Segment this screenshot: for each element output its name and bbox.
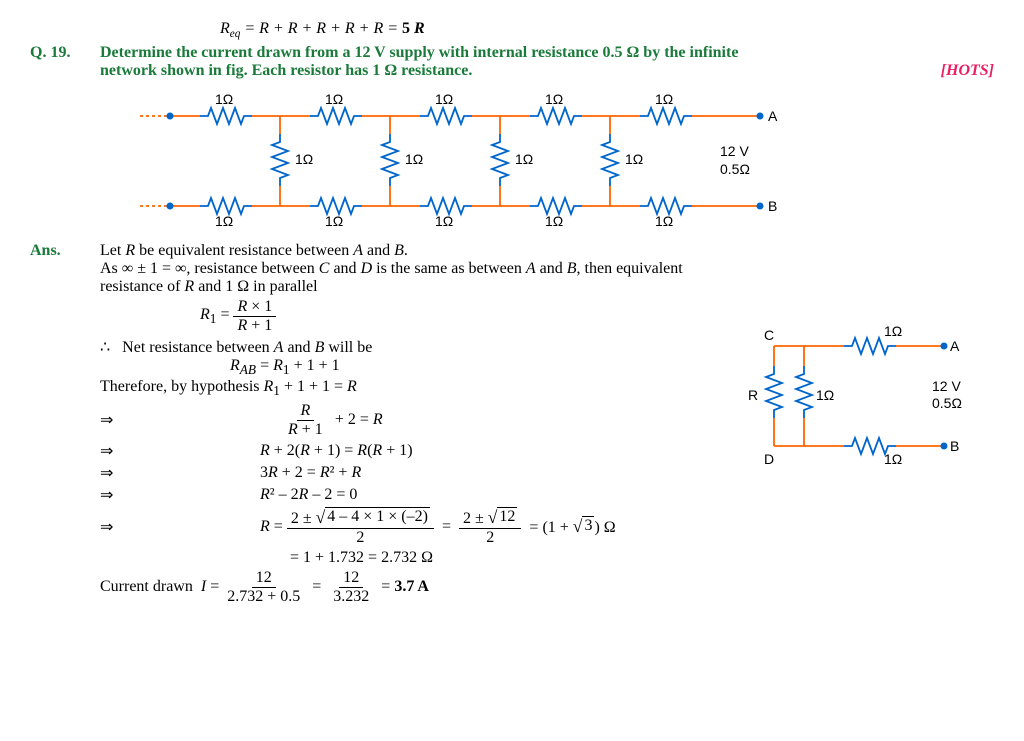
svg-text:R: R (748, 387, 758, 403)
svg-text:1Ω: 1Ω (435, 213, 453, 229)
ans-l1: Let R be equivalent resistance between A… (100, 242, 994, 260)
question-label: Q. 19. (30, 44, 100, 62)
ans-l2: As ∞ ± 1 = ∞, resistance between C and D… (100, 260, 994, 278)
net-text: ∴ Net resistance between A and B will be (100, 337, 734, 357)
svg-text:1Ω: 1Ω (435, 91, 453, 107)
circuit-2: C D A B 1Ω 1Ω R 1Ω 12 V 0.5Ω (734, 296, 994, 486)
svg-text:1Ω: 1Ω (816, 387, 834, 403)
answer-body: Let R be equivalent resistance between A… (100, 242, 994, 607)
hypothesis: Therefore, by hypothesis R1 + 1 + 1 = R (100, 378, 734, 399)
step5: ⇒ R = 2 ± √4 – 4 × 1 × (–2) 2 = 2 ± √12 … (100, 507, 734, 547)
svg-text:B: B (950, 438, 959, 454)
answer-row: Ans. Let R be equivalent resistance betw… (30, 242, 994, 607)
svg-text:0.5Ω: 0.5Ω (720, 161, 750, 177)
svg-text:1Ω: 1Ω (515, 151, 533, 167)
svg-text:1Ω: 1Ω (625, 151, 643, 167)
svg-text:B: B (768, 198, 777, 214)
svg-text:1Ω: 1Ω (884, 451, 902, 467)
answer-label: Ans. (30, 242, 100, 260)
svg-text:D: D (764, 451, 774, 467)
svg-text:1Ω: 1Ω (215, 213, 233, 229)
step2: ⇒ R + 2(R + 1) = R(R + 1) (100, 441, 734, 461)
question-line2: network shown in fig. Each resistor has … (100, 62, 472, 79)
svg-text:1Ω: 1Ω (884, 323, 902, 339)
svg-text:1Ω: 1Ω (545, 91, 563, 107)
question-row: Q. 19. Determine the current drawn from … (30, 44, 994, 80)
step3: ⇒ 3R + 2 = R² + R (100, 463, 734, 483)
svg-text:0.5Ω: 0.5Ω (932, 395, 962, 411)
svg-text:12 V: 12 V (720, 143, 749, 159)
current: Current drawn I = 122.732 + 0.5 = 123.23… (100, 569, 734, 606)
question-text: Determine the current drawn from a 12 V … (100, 44, 994, 80)
step6: = 1 + 1.732 = 2.732 Ω (100, 549, 734, 567)
svg-text:A: A (950, 338, 960, 354)
svg-text:C: C (764, 327, 774, 343)
svg-text:A: A (768, 108, 778, 124)
eq-r1: R1 = R × 1R + 1 (200, 298, 734, 335)
svg-text:1Ω: 1Ω (655, 91, 673, 107)
circuit-1: 1Ω 1Ω 1Ω 1Ω 1Ω 1Ω 1Ω 1Ω 1Ω 1Ω 1Ω 1Ω 1Ω 1Ω A B 12 V 0.… (120, 86, 994, 236)
eq-rab: RAB = R1 + 1 + 1 (230, 357, 734, 378)
svg-text:12 V: 12 V (932, 378, 961, 394)
svg-text:1Ω: 1Ω (215, 91, 233, 107)
question-line1: Determine the current drawn from a 12 V … (100, 44, 738, 61)
ans-l3: resistance of R and 1 Ω in parallel (100, 278, 994, 296)
eq-intro: Req = R + R + R + R + R = 5 R (220, 20, 994, 40)
svg-text:1Ω: 1Ω (545, 213, 563, 229)
svg-text:1Ω: 1Ω (405, 151, 423, 167)
svg-text:1Ω: 1Ω (325, 213, 343, 229)
step4: ⇒ R² – 2R – 2 = 0 (100, 485, 734, 505)
svg-text:1Ω: 1Ω (655, 213, 673, 229)
svg-text:1Ω: 1Ω (325, 91, 343, 107)
svg-text:1Ω: 1Ω (295, 151, 313, 167)
hots-tag: [HOTS] (941, 62, 994, 80)
step1: ⇒ RR + 1 + 2 = R (100, 402, 734, 439)
